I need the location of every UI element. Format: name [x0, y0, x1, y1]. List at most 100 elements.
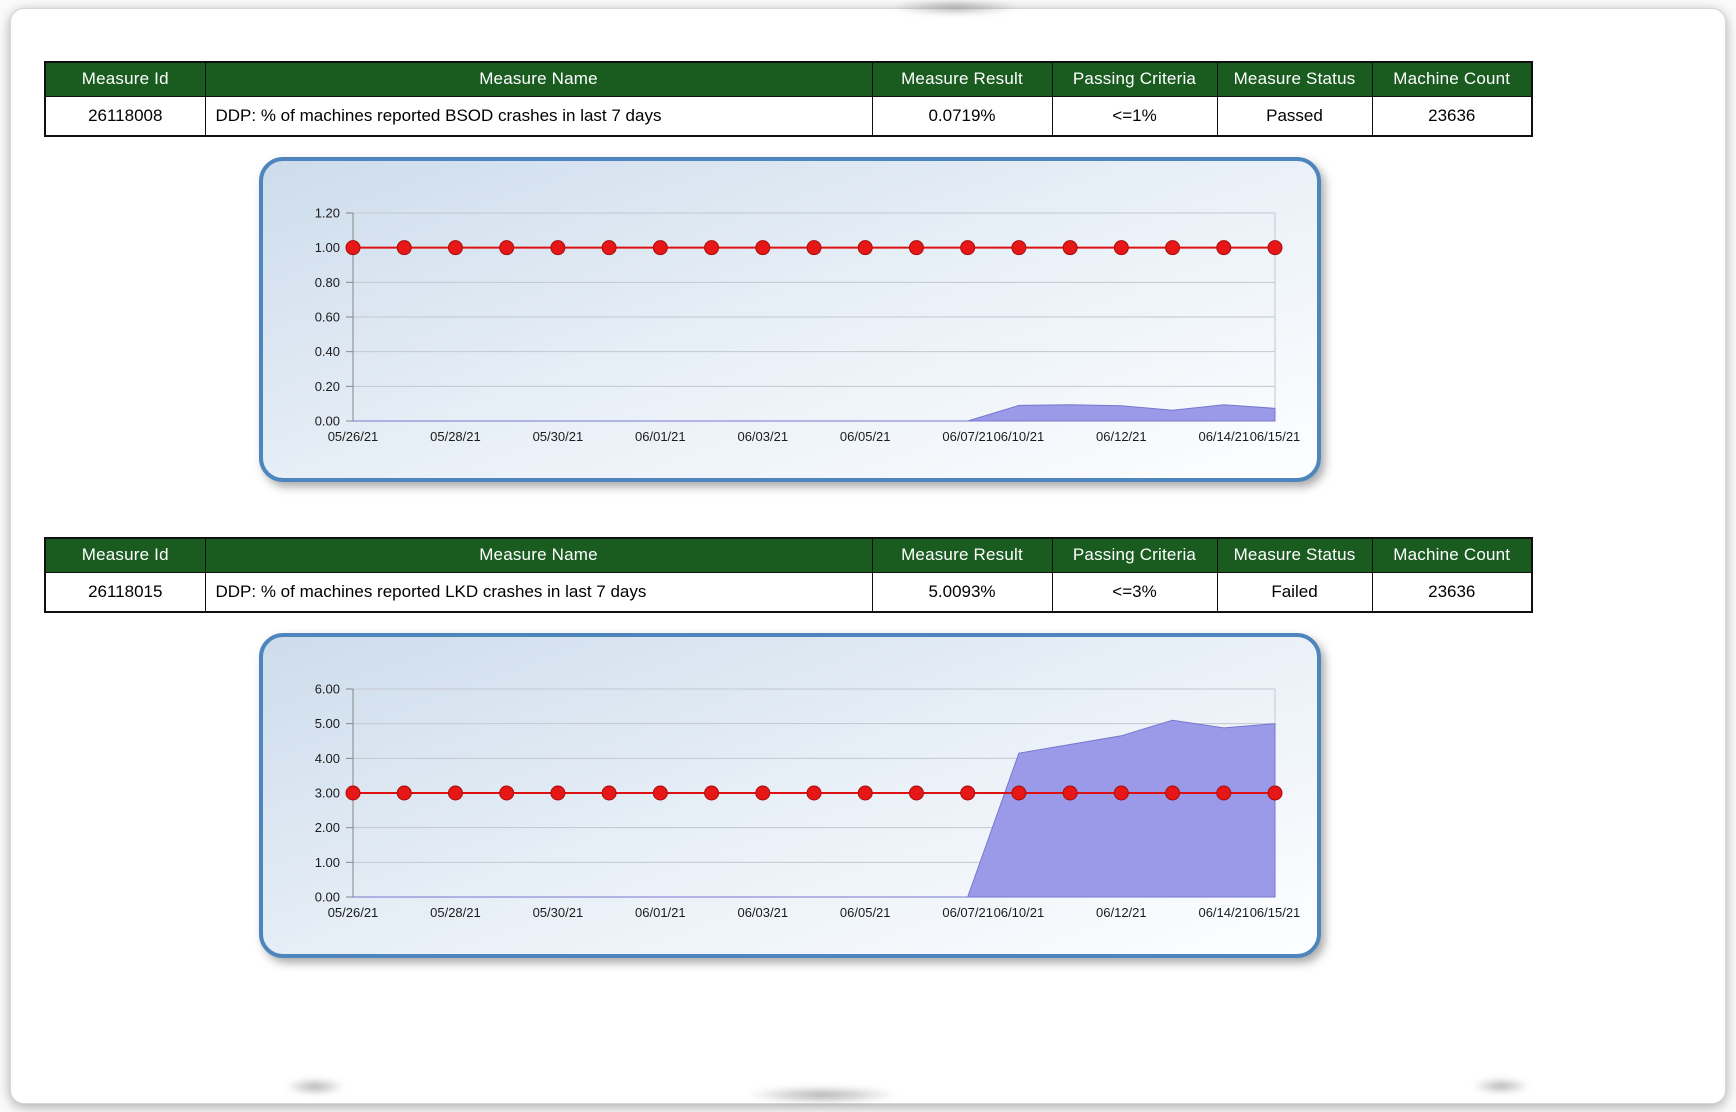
y-axis-label: 0.60	[315, 310, 340, 325]
x-axis-label: 05/26/21	[328, 429, 379, 444]
x-axis-label: 06/07/21	[942, 429, 993, 444]
threshold-marker	[755, 785, 771, 801]
threshold-marker	[1113, 240, 1129, 256]
passing-criteria-cell: <=1%	[1051, 95, 1218, 137]
threshold-marker	[1267, 785, 1283, 801]
column-header-measure-status: Measure Status	[1216, 61, 1373, 97]
threshold-marker	[345, 785, 361, 801]
column-header-measure-result: Measure Result	[871, 61, 1053, 97]
y-axis-label: 2.00	[315, 820, 340, 835]
y-axis-label: 6.00	[315, 682, 340, 697]
measure-id-cell: 26118015	[44, 571, 206, 613]
x-axis-label: 06/10/21	[994, 905, 1045, 920]
y-axis-label: 3.00	[315, 786, 340, 801]
machine-count-cell: 23636	[1371, 95, 1533, 137]
threshold-marker	[601, 240, 617, 256]
threshold-marker	[1165, 785, 1181, 801]
column-header-measure-result: Measure Result	[871, 537, 1053, 573]
y-axis-label: 1.00	[315, 855, 340, 870]
threshold-marker	[499, 240, 515, 256]
machine-count-cell: 23636	[1371, 571, 1533, 613]
threshold-marker	[1113, 785, 1129, 801]
x-axis-label: 05/30/21	[533, 429, 584, 444]
threshold-marker	[550, 785, 566, 801]
y-axis-label: 1.00	[315, 240, 340, 255]
y-axis-label: 1.20	[315, 206, 340, 221]
threshold-marker	[1062, 240, 1078, 256]
table-header-row: Measure Id Measure Name Measure Result P…	[44, 61, 1533, 97]
threshold-marker	[550, 240, 566, 256]
threshold-marker	[755, 240, 771, 256]
table-row: 26118015 DDP: % of machines reported LKD…	[44, 571, 1533, 613]
x-axis-label: 06/01/21	[635, 429, 686, 444]
x-axis-label: 05/30/21	[533, 905, 584, 920]
threshold-marker	[1011, 785, 1027, 801]
measure-table-bsod: Measure Id Measure Name Measure Result P…	[44, 61, 1533, 137]
threshold-marker	[806, 240, 822, 256]
threshold-marker	[396, 240, 412, 256]
x-axis-label: 06/10/21	[994, 429, 1045, 444]
x-axis-label: 05/26/21	[328, 905, 379, 920]
measure-result-cell: 5.0093%	[871, 571, 1053, 613]
x-axis-label: 06/14/21	[1198, 429, 1249, 444]
threshold-marker	[857, 240, 873, 256]
column-header-measure-id: Measure Id	[44, 61, 206, 97]
measure-section-lkd: Measure Id Measure Name Measure Result P…	[44, 537, 1725, 958]
threshold-marker	[960, 240, 976, 256]
threshold-marker	[447, 240, 463, 256]
column-header-machine-count: Machine Count	[1371, 61, 1533, 97]
threshold-marker	[908, 785, 924, 801]
x-axis-label: 06/01/21	[635, 905, 686, 920]
y-axis-label: 4.00	[315, 751, 340, 766]
column-header-measure-name: Measure Name	[204, 537, 873, 573]
table-header-row: Measure Id Measure Name Measure Result P…	[44, 537, 1533, 573]
measure-name-cell: DDP: % of machines reported BSOD crashes…	[204, 95, 873, 137]
threshold-marker	[1062, 785, 1078, 801]
threshold-marker	[704, 240, 720, 256]
measure-section-bsod: Measure Id Measure Name Measure Result P…	[44, 61, 1725, 482]
threshold-marker	[1267, 240, 1283, 256]
measure-table-lkd: Measure Id Measure Name Measure Result P…	[44, 537, 1533, 613]
trend-chart-lkd: 0.00 1.00 2.00 3.00 4.00 5.00 6.00 05/26/21 05/2…	[315, 682, 1301, 921]
threshold-marker	[345, 240, 361, 256]
x-axis-label: 06/07/21	[942, 905, 993, 920]
y-axis-label: 0.20	[315, 379, 340, 394]
threshold-marker	[1165, 240, 1181, 256]
x-axis-label: 06/12/21	[1096, 429, 1147, 444]
y-axis-label: 0.80	[315, 275, 340, 290]
x-axis-label: 06/12/21	[1096, 905, 1147, 920]
threshold-marker	[806, 785, 822, 801]
x-axis-label: 06/03/21	[737, 429, 788, 444]
x-axis-label: 05/28/21	[430, 429, 481, 444]
threshold-marker	[652, 785, 668, 801]
trend-chart-panel-bsod: 0.00 0.20 0.40 0.60 0.80 1.00 1.20 05/26/21 05/2…	[259, 157, 1321, 482]
x-axis-label: 06/14/21	[1198, 905, 1249, 920]
area-series	[353, 404, 1276, 422]
column-header-measure-status: Measure Status	[1216, 537, 1373, 573]
table-row: 26118008 DDP: % of machines reported BSO…	[44, 95, 1533, 137]
x-axis-label: 06/15/21	[1250, 905, 1301, 920]
threshold-marker	[1216, 785, 1232, 801]
y-axis-label: 0.00	[315, 414, 340, 429]
x-axis-label: 05/28/21	[430, 905, 481, 920]
column-header-passing-criteria: Passing Criteria	[1051, 537, 1218, 573]
y-axis-label: 0.40	[315, 344, 340, 359]
threshold-marker	[857, 785, 873, 801]
x-axis-label: 06/03/21	[737, 905, 788, 920]
threshold-marker	[960, 785, 976, 801]
column-header-measure-id: Measure Id	[44, 537, 206, 573]
threshold-marker	[499, 785, 515, 801]
measure-id-cell: 26118008	[44, 95, 206, 137]
x-axis-label: 06/15/21	[1250, 429, 1301, 444]
measure-status-cell: Passed	[1216, 95, 1373, 137]
y-axis-label: 5.00	[315, 716, 340, 731]
measure-result-cell: 0.0719%	[871, 95, 1053, 137]
column-header-passing-criteria: Passing Criteria	[1051, 61, 1218, 97]
measure-name-cell: DDP: % of machines reported LKD crashes …	[204, 571, 873, 613]
report-card: Measure Id Measure Name Measure Result P…	[10, 8, 1726, 1104]
area-series	[353, 719, 1276, 898]
threshold-marker	[1216, 240, 1232, 256]
trend-chart-bsod: 0.00 0.20 0.40 0.60 0.80 1.00 1.20 05/26/21 05/2…	[315, 206, 1301, 445]
measure-status-cell: Failed	[1216, 571, 1373, 613]
x-axis-label: 06/05/21	[840, 905, 891, 920]
